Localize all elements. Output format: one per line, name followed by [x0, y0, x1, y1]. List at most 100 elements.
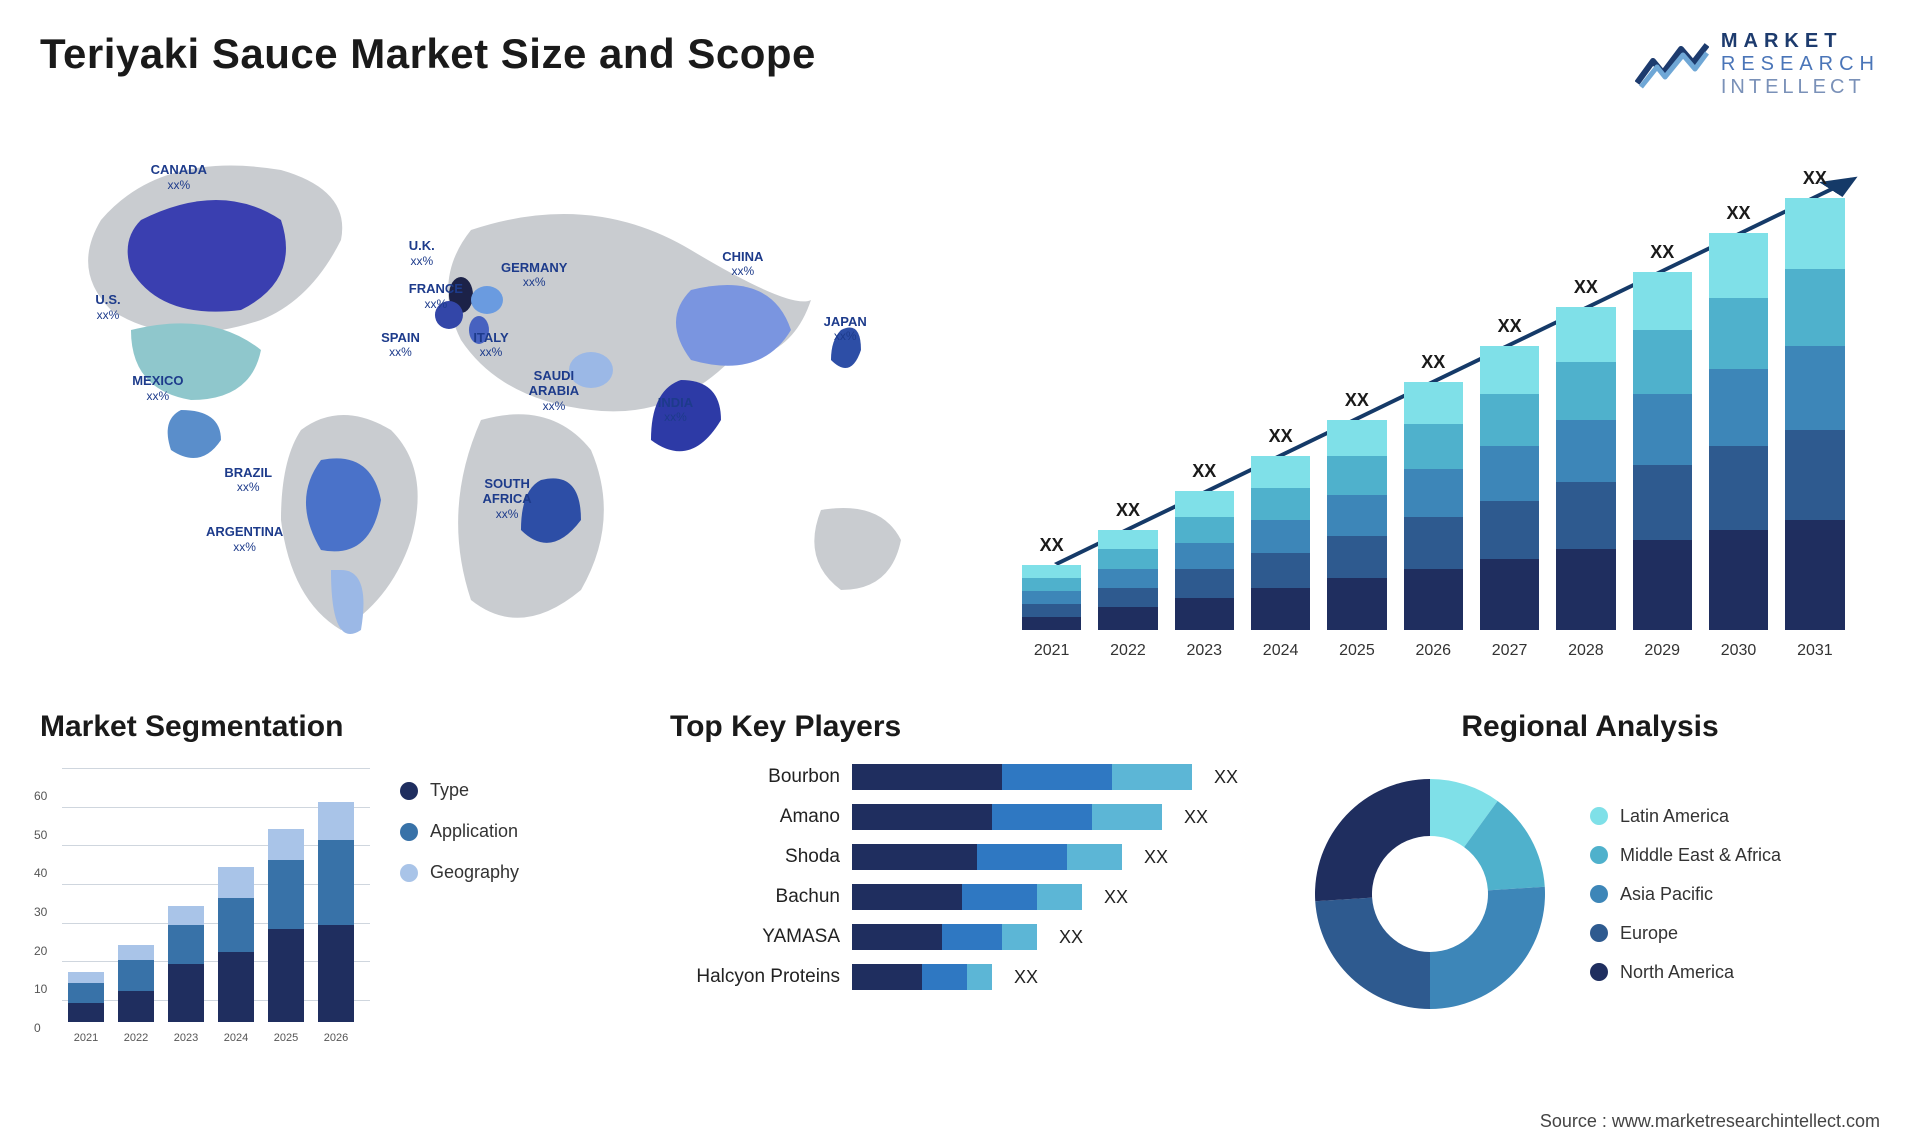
growth-bar: 2028XX — [1556, 307, 1615, 630]
growth-bar: 2027XX — [1480, 346, 1539, 630]
growth-bar-value: XX — [1175, 461, 1234, 482]
seg-x-tick: 2026 — [314, 1032, 358, 1044]
logo-mark-icon — [1635, 39, 1709, 91]
legend-swatch-icon — [400, 782, 418, 800]
growth-bar: 2029XX — [1633, 272, 1692, 630]
key-player-bar-seg — [1112, 764, 1192, 790]
growth-bar-year: 2031 — [1785, 642, 1844, 660]
growth-bar-seg — [1251, 520, 1310, 552]
seg-y-tick: 50 — [34, 828, 47, 842]
seg-bar-seg — [168, 906, 204, 925]
segmentation-title: Market Segmentation — [40, 710, 620, 744]
seg-bar-seg — [218, 898, 254, 952]
growth-bar-value: XX — [1556, 277, 1615, 298]
growth-bar-seg — [1175, 543, 1234, 569]
growth-bar-seg — [1785, 430, 1844, 520]
key-player-name: Shoda — [670, 846, 840, 868]
map-label-india: INDIAxx% — [658, 395, 693, 425]
growth-bar-seg — [1098, 607, 1157, 630]
growth-bar-seg — [1022, 617, 1081, 630]
donut-slice — [1315, 898, 1430, 1009]
growth-bar-seg — [1633, 330, 1692, 395]
seg-y-tick: 40 — [34, 866, 47, 880]
growth-bar: 2026XX — [1404, 382, 1463, 630]
key-player-value: XX — [1144, 847, 1168, 868]
key-player-name: Bourbon — [670, 766, 840, 788]
map-label-mexico: MEXICOxx% — [132, 373, 183, 403]
growth-bar-seg — [1785, 198, 1844, 269]
growth-bar: 2022XX — [1098, 530, 1157, 630]
page-title: Teriyaki Sauce Market Size and Scope — [40, 30, 816, 78]
map-label-china: CHINAxx% — [722, 249, 763, 279]
key-player-bar-seg — [1067, 844, 1122, 870]
growth-bar-seg — [1098, 588, 1157, 607]
growth-bar-seg — [1633, 394, 1692, 465]
seg-bar-seg — [118, 991, 154, 1022]
key-player-row: BourbonXX — [670, 764, 1250, 790]
growth-bar-seg — [1022, 604, 1081, 617]
growth-bar-year: 2024 — [1251, 642, 1310, 660]
growth-bar-seg — [1022, 578, 1081, 591]
legend-swatch-icon — [400, 823, 418, 841]
seg-x-tick: 2022 — [114, 1032, 158, 1044]
growth-bar-seg — [1404, 569, 1463, 630]
legend-label: Asia Pacific — [1620, 884, 1713, 905]
growth-bar-seg — [1327, 495, 1386, 537]
map-label-italy: ITALYxx% — [473, 330, 508, 360]
seg-bar-seg — [118, 945, 154, 960]
seg-bar-seg — [68, 1003, 104, 1022]
logo-line-2: RESEARCH — [1721, 53, 1880, 76]
growth-bar-value: XX — [1327, 390, 1386, 411]
growth-bar-seg — [1556, 307, 1615, 362]
seg-x-tick: 2021 — [64, 1032, 108, 1044]
seg-bar-seg — [68, 972, 104, 984]
growth-bar-seg — [1327, 536, 1386, 578]
growth-bar-seg — [1556, 482, 1615, 550]
key-player-bar — [852, 964, 992, 990]
growth-bar-seg — [1175, 491, 1234, 517]
key-player-value: XX — [1014, 967, 1038, 988]
seg-bar-seg — [268, 929, 304, 1022]
seg-y-tick: 30 — [34, 905, 47, 919]
growth-bar-seg — [1480, 559, 1539, 630]
logo-line-1: MARKET — [1721, 30, 1880, 53]
growth-bar-seg — [1022, 591, 1081, 604]
growth-bar-seg — [1709, 298, 1768, 369]
regional-panel: Regional Analysis Latin AmericaMiddle Ea… — [1300, 710, 1880, 1090]
key-player-value: XX — [1184, 807, 1208, 828]
growth-bar-year: 2022 — [1098, 642, 1157, 660]
growth-bar-seg — [1175, 598, 1234, 630]
growth-bar-seg — [1785, 269, 1844, 346]
key-player-bar — [852, 804, 1162, 830]
key-player-bar-seg — [992, 804, 1092, 830]
seg-bar — [68, 972, 104, 1022]
regional-legend-item: Latin America — [1590, 806, 1781, 827]
key-player-bar — [852, 884, 1082, 910]
legend-label: Latin America — [1620, 806, 1729, 827]
growth-bar-seg — [1556, 420, 1615, 481]
growth-bar: 2024XX — [1251, 456, 1310, 630]
key-player-name: Amano — [670, 806, 840, 828]
key-player-row: Amano XX — [670, 804, 1250, 830]
regional-donut-chart — [1300, 764, 1560, 1024]
growth-bar-value: XX — [1709, 203, 1768, 224]
growth-bar-seg — [1480, 501, 1539, 559]
growth-bar-seg — [1327, 456, 1386, 495]
growth-bar-year: 2026 — [1404, 642, 1463, 660]
seg-y-tick: 60 — [34, 789, 47, 803]
key-player-row: Halcyon ProteinsXX — [670, 964, 1250, 990]
growth-bar-value: XX — [1098, 500, 1157, 521]
growth-bar-year: 2023 — [1175, 642, 1234, 660]
legend-swatch-icon — [1590, 885, 1608, 903]
map-label-south-africa: SOUTHAFRICAxx% — [483, 476, 532, 522]
seg-bar — [118, 945, 154, 1022]
growth-bar-seg — [1709, 233, 1768, 298]
donut-slice — [1430, 887, 1545, 1009]
seg-x-tick: 2025 — [264, 1032, 308, 1044]
key-player-row: BachunXX — [670, 884, 1250, 910]
seg-legend-item: Type — [400, 780, 519, 801]
key-player-name: Bachun — [670, 886, 840, 908]
regional-legend-item: North America — [1590, 962, 1781, 983]
brand-logo: MARKET RESEARCH INTELLECT — [1635, 30, 1880, 99]
key-player-bar-seg — [852, 844, 977, 870]
